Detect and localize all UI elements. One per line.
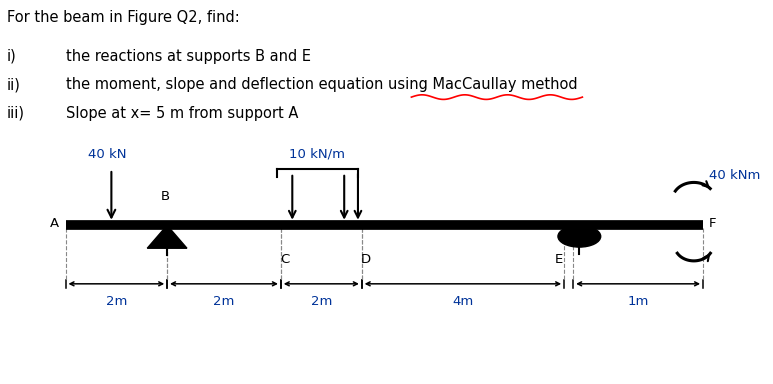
Text: ii): ii) [7,77,21,92]
Text: Slope at x= 5 m from support A: Slope at x= 5 m from support A [66,106,298,121]
Text: For the beam in Figure Q2, find:: For the beam in Figure Q2, find: [7,10,240,25]
Text: the reactions at supports B and E: the reactions at supports B and E [66,48,311,63]
Text: iii): iii) [7,106,25,121]
Text: B: B [161,190,170,204]
Text: i): i) [7,48,16,63]
Text: 40 kN: 40 kN [88,147,127,161]
Text: 2m: 2m [213,295,235,308]
Text: E: E [555,253,564,266]
Text: 2m: 2m [311,295,332,308]
Text: D: D [361,253,371,266]
Text: 4m: 4m [452,295,474,308]
Polygon shape [148,225,187,248]
Text: 10 kN/m: 10 kN/m [290,147,346,161]
Text: A: A [50,217,60,230]
Text: F: F [709,217,717,230]
Text: C: C [280,253,289,266]
Text: 1m: 1m [628,295,649,308]
Circle shape [558,226,601,247]
Text: the moment, slope and deflection equation using MacCaullay method: the moment, slope and deflection equatio… [66,77,577,92]
Text: 40 kNm: 40 kNm [709,169,761,182]
Text: 2m: 2m [106,295,127,308]
